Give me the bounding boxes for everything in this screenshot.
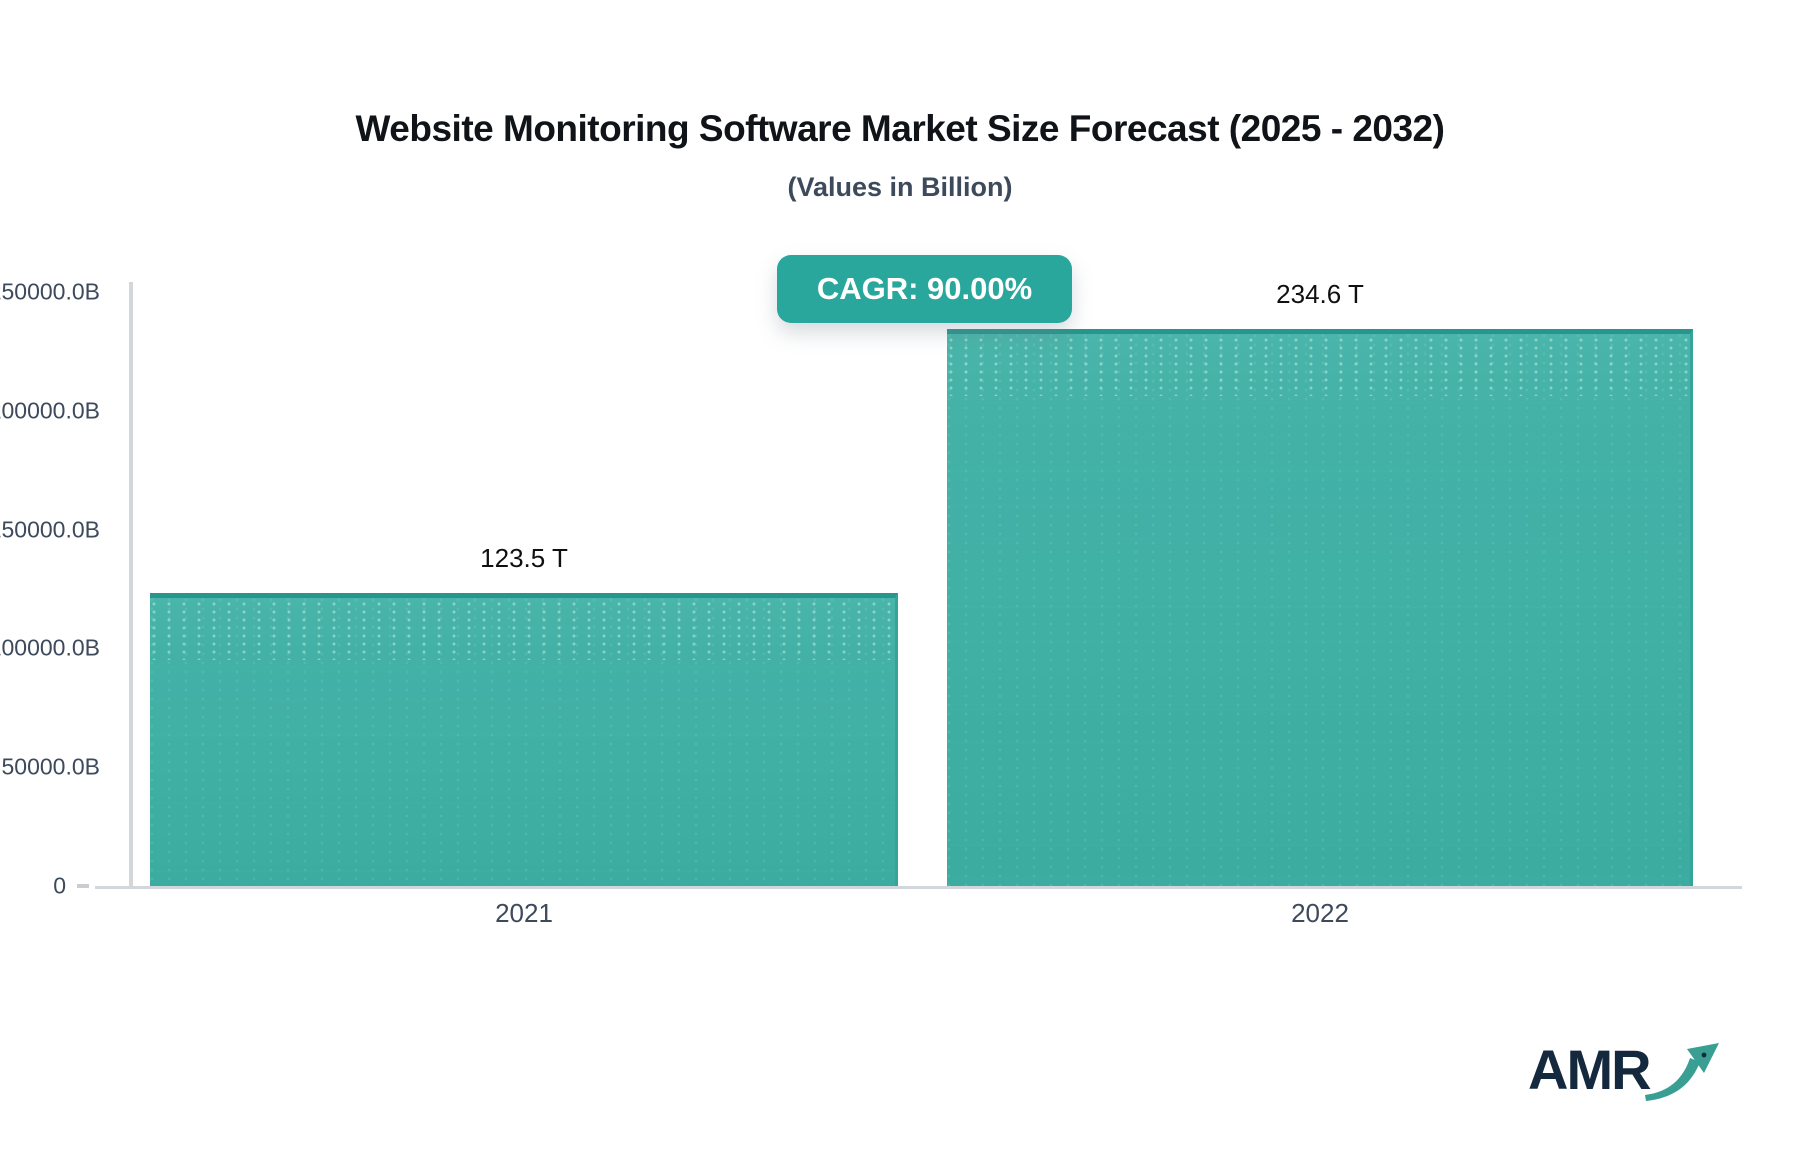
bar-value-label: 234.6 T — [1276, 279, 1364, 309]
zero-tick-mark — [77, 884, 89, 888]
cagr-badge-label: CAGR: 90.00% — [816, 271, 1033, 306]
cagr-badge: CAGR: 90.00% — [777, 255, 1072, 323]
bar-2022 — [947, 329, 1693, 886]
amr-logo: AMR — [1528, 1038, 1722, 1106]
y-tick-label: 200000.0B — [0, 397, 100, 424]
bar-value-label: 123.5 T — [480, 543, 568, 573]
chart-title: Website Monitoring Software Market Size … — [355, 108, 1445, 149]
y-tick-label: 0 — [53, 872, 66, 899]
y-tick-label: 100000.0B — [0, 634, 100, 661]
y-axis-line — [129, 282, 133, 888]
amr-logo-text: AMR — [1528, 1038, 1652, 1101]
amr-logo-arrow-icon — [1644, 1043, 1719, 1101]
y-tick-label: 250000.0B — [0, 278, 100, 305]
bar-2021 — [150, 593, 898, 886]
chart-subtitle: (Values in Billion) — [787, 172, 1013, 202]
x-axis-label: 2021 — [495, 898, 553, 928]
y-tick-label: 150000.0B — [0, 516, 100, 543]
x-axis-label: 2022 — [1291, 898, 1349, 928]
y-tick-label: 50000.0B — [1, 753, 100, 780]
x-axis-baseline — [95, 886, 1742, 889]
